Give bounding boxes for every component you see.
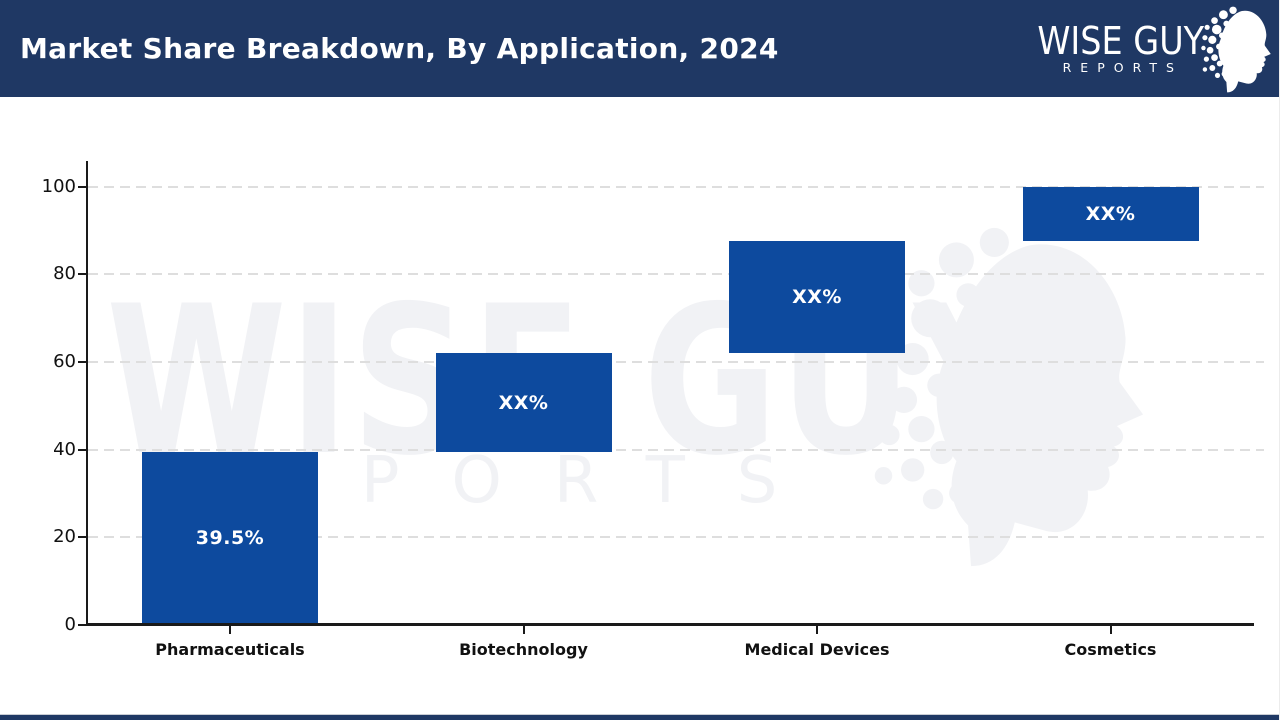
y-axis-line (86, 161, 88, 626)
logo-text: WISE GUY REPORTS (1026, 19, 1215, 75)
logo-head-icon (1201, 6, 1271, 93)
x-tick-mark (229, 626, 231, 634)
x-axis-label-medical-devices: Medical Devices (744, 640, 890, 659)
y-tick-mark (78, 624, 87, 626)
y-tick-label: 20 (53, 526, 76, 548)
bar-value-label: XX% (498, 391, 549, 414)
bar-value-label: XX% (1085, 203, 1136, 226)
y-tick-mark (78, 536, 87, 539)
y-tick-mark (78, 273, 87, 276)
footer-bar (0, 714, 1279, 720)
bar-cosmetics: XX% (1022, 186, 1199, 242)
bar-medical-devices: XX% (729, 241, 905, 354)
y-tick-label: 80 (53, 263, 76, 285)
x-axis-label-pharmaceuticals: Pharmaceuticals (155, 640, 305, 659)
x-axis-label-cosmetics: Cosmetics (1064, 640, 1157, 659)
gridline-20 (88, 536, 1264, 539)
header-bar: Market Share Breakdown, By Application, … (0, 0, 1279, 97)
x-tick-mark (522, 626, 525, 634)
y-tick-label: 40 (53, 438, 76, 460)
bar-value-label: XX% (792, 286, 842, 309)
bar-value-label: 39.5% (195, 527, 265, 550)
y-tick-label: 60 (53, 351, 76, 372)
gridline-80 (88, 273, 1264, 276)
x-axis-label-biotechnology: Biotechnology (459, 640, 588, 659)
y-tick-mark (78, 448, 87, 451)
logo-wordmark: WISE GUY (1036, 19, 1204, 64)
chart-title: Market Share Breakdown, By Application, … (20, 32, 779, 65)
y-tick-mark (78, 361, 87, 363)
gridline-60 (88, 361, 1264, 363)
gridline-100 (88, 185, 1264, 188)
wiseguy-logo: WISE GUY REPORTS (1026, 3, 1273, 94)
x-tick-mark (816, 626, 818, 634)
bar-pharmaceuticals: 39.5% (142, 451, 318, 625)
x-axis-line (86, 623, 1254, 626)
bar-biotechnology: XX% (435, 353, 612, 452)
y-tick-mark (78, 185, 87, 188)
y-tick-label: 100 (41, 175, 76, 197)
y-tick-label: 0 (64, 614, 76, 635)
logo-reports-text: REPORTS (1062, 59, 1183, 75)
gridline-40 (88, 448, 1264, 451)
x-tick-mark (1109, 626, 1112, 634)
